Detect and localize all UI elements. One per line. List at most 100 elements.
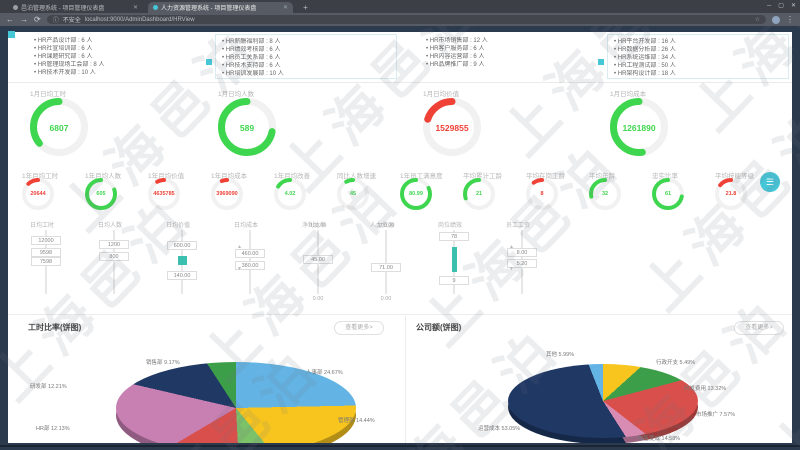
bookmark-star-icon[interactable]: ☆ [754,17,760,23]
gauge-value: 32 [601,191,609,198]
back-button[interactable]: ← [6,15,14,24]
gauge-label: 1年月均成本 [211,173,248,180]
vertical-divider [405,316,406,443]
pie-slice-label: 销售部 9.17% [146,360,180,366]
gauge-value: 20644 [30,191,46,198]
department-item: • HR数据分析部 : 26 人 [614,47,676,53]
gauge-label: 平均技能等级 [715,173,754,180]
divider [8,314,792,315]
browser-menu-icon[interactable]: ⋮ [786,15,794,24]
slider-down-arrow-icon[interactable]: ▼ [509,266,514,272]
department-item: • HR客户服务部 : 6 人 [426,46,485,52]
expand-chip[interactable] [206,59,212,65]
slider-label: 日均成本 [234,223,259,229]
slider-label: 日均工时 [30,223,55,229]
slider-value-box: 800 [99,251,129,261]
slider-value-box: 9598 [31,247,61,257]
pie-chart[interactable] [508,364,698,438]
gauge-value: 1529855 [435,122,469,133]
slider-value-box: 460.00 [235,249,265,259]
reload-button[interactable]: ⟳ [34,15,41,24]
tab2-close-icon[interactable]: ✕ [282,5,288,11]
slider-label: 岗位绩效 [438,223,463,229]
gauge-label: 平均累计工龄 [463,173,502,180]
department-item: • HR品牌推广部 : 9 人 [426,62,485,68]
slider-down-arrow-icon[interactable]: ▼ [237,266,242,272]
gauge-value: 21 [475,191,483,198]
department-item: • HR课题研究部 : 6 人 [34,54,93,60]
gauge-label: 忠实比率 [652,173,678,180]
slider-track[interactable] [113,230,115,294]
department-item: • HR管理现场工会部 : 8 人 [34,62,105,68]
department-list-1: • HR产品设计部 : 6 人 • HR社宣培训部 : 6 人 • HR课题研究部 … [28,34,210,79]
browser-tab-2[interactable]: 人力资源管理系统 - 项目管理仪表盘 ✕ [148,2,293,13]
gauge [526,178,558,215]
browser-tab-1[interactable]: 邑泊管理系统 - 项目管理仪表盘 ✕ [8,2,143,13]
forward-button[interactable]: → [20,15,28,24]
tab1-favicon [13,5,18,10]
pie-slice-label: HR部 12.13% [36,426,70,432]
department-item: • HR平台开发部 : 16 人 [614,39,676,45]
slider-up-arrow-icon[interactable]: ▲ [509,244,514,250]
gauge-label: 1年员工满意度 [400,173,443,180]
gauge [30,98,88,161]
pie-slice-label: 销售提成 14.58% [638,436,681,442]
site-info-icon[interactable]: ⓘ [52,18,59,24]
dashboard-page: • HR产品设计部 : 6 人 • HR社宣培训部 : 6 人 • HR课题研究部 … [0,26,800,450]
gauge [337,178,369,215]
expand-chip[interactable] [598,59,604,65]
department-item: • HR工程测试部 : 50 人 [614,63,676,69]
pie-slice-label: 管理部 14.44% [338,418,375,424]
tab1-title: 邑泊管理系统 - 项目管理仪表盘 [21,6,105,12]
profile-avatar[interactable] [772,15,780,24]
security-label: 不安全 [62,18,81,24]
slider-value-box: 5.20 [507,259,537,269]
gauge [211,178,243,215]
slider-label: 人力资源 [370,223,395,229]
slider-value-box: 71.00 [371,263,401,273]
url-input[interactable]: ⓘ 不安全 localhost:9000/AdminDashboard/HRVi… [46,15,766,24]
department-list-4: • HR平台开发部 : 16 人 • HR数据分析部 : 26 人 • HR系统运维… [598,34,789,79]
browser-tabstrip: 邑泊管理系统 - 项目管理仪表盘 ✕ 人力资源管理系统 - 项目管理仪表盘 ✕ … [0,0,800,13]
slider-max-label: 100.00 [309,223,327,229]
gauge-label: 1年月均价值 [148,173,185,180]
gauge [85,178,117,215]
quick-menu-button[interactable]: ☰ [760,172,780,192]
slider-value-box: 7598 [31,256,61,266]
gauge [423,98,481,161]
minimize-button[interactable]: ─ [767,3,772,9]
slider-value-box: 140.00 [167,270,197,280]
slider-min-label: 0.00 [380,296,392,302]
slider-handle[interactable] [177,255,187,265]
divider [8,82,792,83]
gauge-value: 80.99 [409,191,423,198]
new-tab-button[interactable]: + [303,3,308,12]
pie-chart[interactable] [116,362,356,443]
gauge-value: 4635785 [153,191,175,198]
slider-label: 员工工资 [506,223,531,229]
gauge-label: 平均在岗工龄 [526,173,565,180]
slider-min-label: 0.00 [312,296,324,302]
gauge-label: 平均年龄 [589,173,615,180]
worktime-more-button[interactable]: 查看更多> [334,321,384,335]
gauge [148,178,180,215]
slider-fill [451,246,457,273]
gauge [715,178,747,215]
close-button[interactable]: ✕ [790,3,796,9]
sidebar-toggle[interactable] [8,31,15,38]
gauge [400,178,432,215]
department-item: • HR培训发展部 : 10 人 [222,71,284,77]
slider-track[interactable] [385,230,387,294]
maximize-button[interactable]: ▢ [778,3,784,9]
department-item: • HR系统运维部 : 34 人 [614,55,676,61]
company-more-button[interactable]: 查看更多> [734,321,784,335]
pie-slice-label: 其他 5.99% [546,352,575,358]
pie-slice-label: 运营成本 53.05% [478,426,521,432]
department-item: • HR社宣培训部 : 6 人 [34,46,93,52]
gauge [22,178,54,215]
url-text: localhost:9000/AdminDashboard/HRView [84,16,195,23]
tab1-close-icon[interactable]: ✕ [132,5,138,11]
department-list-3: • HR市场销售部 : 12 人 • HR客户服务部 : 6 人 • HR内容运营部… [420,34,602,79]
slider-up-arrow-icon[interactable]: ▲ [237,244,242,250]
